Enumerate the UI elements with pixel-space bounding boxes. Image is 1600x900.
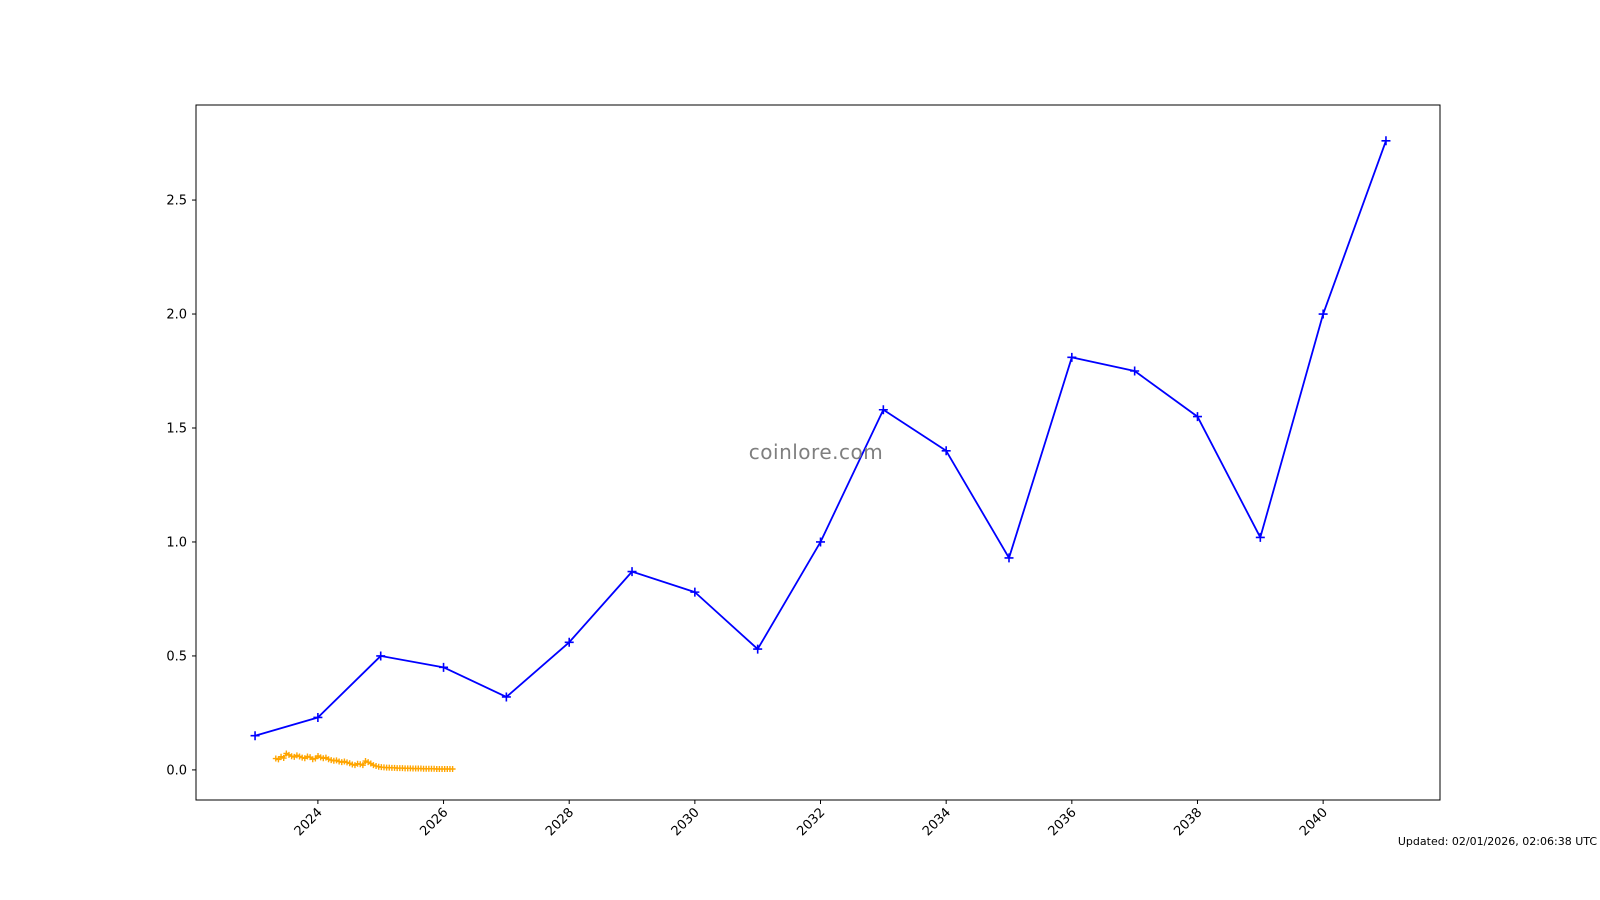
- series-predicted-yearly-price: [250, 136, 1391, 741]
- y-axis: 0.0 0.5 1.0 1.5 2.0 2.5: [166, 194, 196, 778]
- x-tick-label: 2034: [920, 805, 954, 839]
- y-tick-label: 0.5: [166, 649, 187, 664]
- x-tick-label: 2024: [292, 805, 326, 839]
- x-tick-label: 2032: [794, 805, 828, 839]
- y-tick-label: 1.5: [166, 421, 187, 436]
- series-line: [254, 140, 1387, 737]
- x-axis: 2024 2026 2028 2030 2032 2034 2036 2038 2040: [292, 800, 1331, 839]
- x-tick-label: 2028: [543, 805, 577, 839]
- series-markers: [272, 750, 456, 772]
- x-tick-label: 2038: [1171, 805, 1205, 839]
- x-tick-label: 2036: [1046, 805, 1080, 839]
- updated-timestamp: Updated: 02/01/2026, 02:06:38 UTC: [1397, 835, 1597, 848]
- series-markers: [250, 136, 1391, 741]
- x-tick-label: 2030: [669, 805, 703, 839]
- y-tick-label: 2.0: [166, 308, 187, 323]
- watermark: coinlore.com: [748, 440, 884, 464]
- y-tick-label: 1.0: [166, 535, 187, 550]
- y-tick-label: 0.0: [166, 763, 187, 778]
- x-tick-label: 2040: [1297, 805, 1331, 839]
- y-tick-label: 2.5: [166, 194, 187, 209]
- x-tick-label: 2026: [417, 805, 451, 839]
- series-historical-price: [272, 750, 456, 772]
- plot-border: [195, 104, 1441, 801]
